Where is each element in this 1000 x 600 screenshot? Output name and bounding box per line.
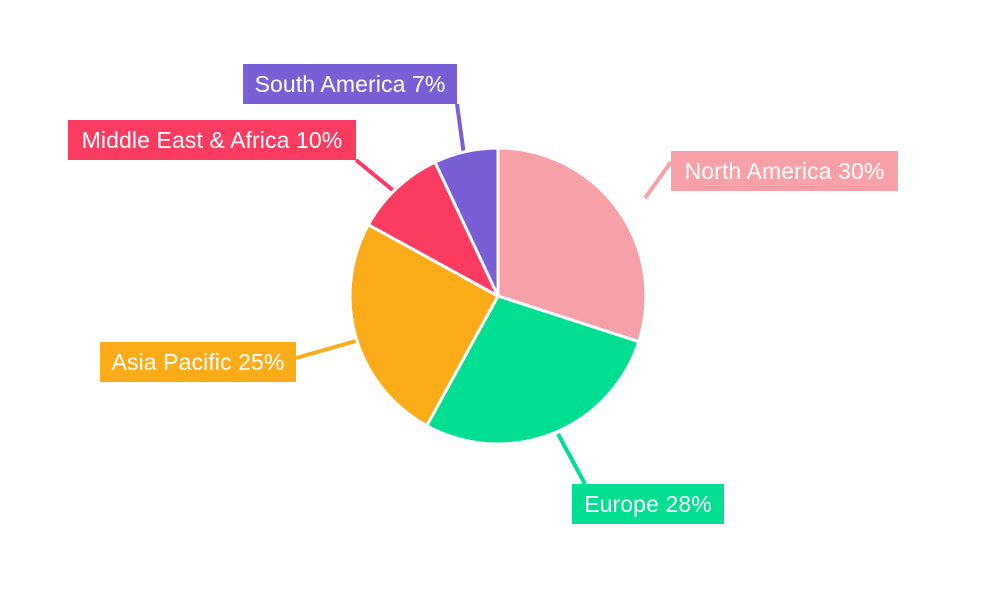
pie-slice-europe[interactable] [425,294,641,446]
pie-label-south-america: South America 7% [243,64,457,104]
leader-line-north-america [643,160,673,200]
pie-slice-asia-pacific[interactable] [348,223,500,428]
pie-slice-south-america[interactable] [433,146,500,298]
leader-line-europe [556,433,587,485]
pie-label-asia-pacific: Asia Pacific 25% [100,342,296,382]
pie-slice-layer [348,146,648,446]
pie-label-europe: Europe 28% [572,484,724,524]
pie-slice-middle-east-africa[interactable] [366,160,500,298]
leader-line-asia-pacific [295,339,357,360]
pie-slice-north-america[interactable] [496,146,648,344]
pie-label-middle-east-africa: Middle East & Africa 10% [68,120,356,160]
pie-label-north-america: North America 30% [671,151,898,191]
